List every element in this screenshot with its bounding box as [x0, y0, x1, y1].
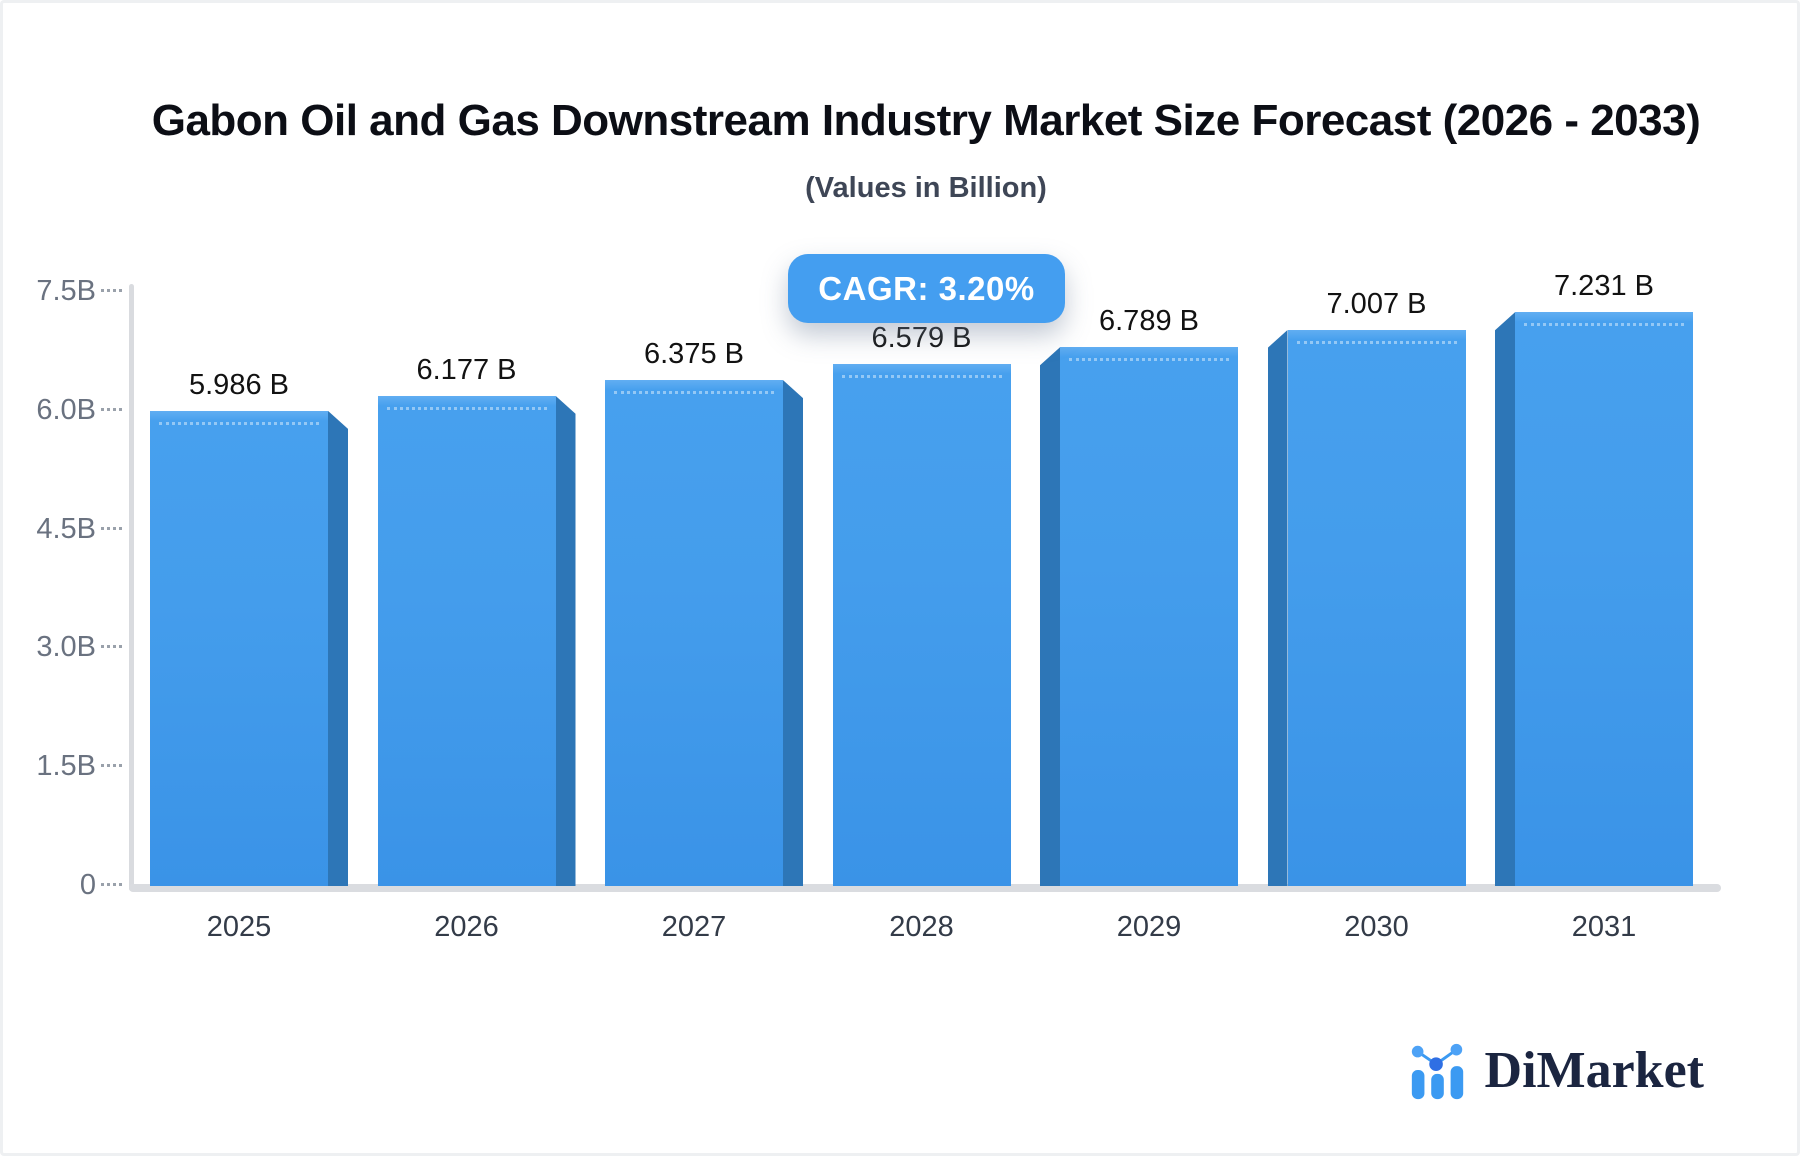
- x-axis-label: 2025: [206, 911, 272, 943]
- bar-3d-side: [328, 410, 348, 886]
- bar-2030[interactable]: [1287, 330, 1466, 886]
- brand-name: DiMarket: [1484, 1041, 1704, 1099]
- x-axis-label: 2028: [889, 911, 954, 943]
- y-axis-tick-mark: [101, 526, 122, 530]
- bar-value-label: 5.986 B: [189, 368, 289, 401]
- y-axis-tick-label: 6.0B: [36, 393, 96, 426]
- cagr-badge: CAGR: 3.20%: [788, 254, 1065, 323]
- mini-bar-chart-logo-icon: [1411, 1043, 1463, 1100]
- bar-3d-side: [783, 380, 803, 886]
- y-axis-tick-label: 7.5B: [36, 275, 96, 307]
- y-axis-line: [129, 284, 134, 891]
- bar-2028[interactable]: [832, 363, 1011, 886]
- bar-value-label: 7.231 B: [1554, 270, 1654, 303]
- brand-logo[interactable]: DiMarket: [1407, 1039, 1704, 1101]
- bar-2031[interactable]: [1515, 312, 1693, 886]
- y-axis-tick-label: 0: [79, 869, 96, 901]
- bar-value-label: 6.177 B: [416, 353, 517, 386]
- y-axis-tick-mark: [101, 407, 122, 411]
- bar-2025[interactable]: [150, 410, 328, 886]
- y-axis-tick-mark: [101, 289, 122, 292]
- y-axis-tick-mark: [101, 883, 122, 886]
- bar-value-label: 6.375 B: [644, 338, 744, 371]
- y-axis-tick-mark: [101, 645, 122, 649]
- x-axis-label: 2027: [661, 911, 727, 943]
- bar-2029[interactable]: [1060, 347, 1238, 886]
- y-axis-tick-label: 4.5B: [36, 512, 96, 545]
- bar-3d-side: [1495, 312, 1515, 886]
- bar-3d-side: [1040, 347, 1060, 886]
- y-axis-tick-label: 1.5B: [36, 750, 96, 783]
- x-axis-label: 2029: [1116, 911, 1182, 943]
- x-axis-label: 2026: [434, 911, 499, 943]
- x-axis-label: 2030: [1344, 911, 1409, 943]
- x-axis-label: 2031: [1571, 911, 1637, 943]
- chart-title: Gabon Oil and Gas Downstream Industry Ma…: [151, 96, 1701, 145]
- bar-value-label: 7.007 B: [1326, 288, 1427, 321]
- chart-subtitle: (Values in Billion): [805, 172, 1047, 204]
- bar-2026[interactable]: [377, 395, 556, 886]
- bar-3d-side: [1267, 330, 1288, 886]
- bar-2027[interactable]: [605, 380, 783, 886]
- bar-value-label: 6.579 B: [871, 321, 972, 354]
- y-axis-tick-label: 3.0B: [36, 631, 96, 664]
- bar-value-label: 6.789 B: [1099, 305, 1199, 338]
- bar-3d-side: [555, 395, 576, 886]
- x-axis-line: [129, 884, 1721, 892]
- y-axis-tick-mark: [101, 764, 122, 768]
